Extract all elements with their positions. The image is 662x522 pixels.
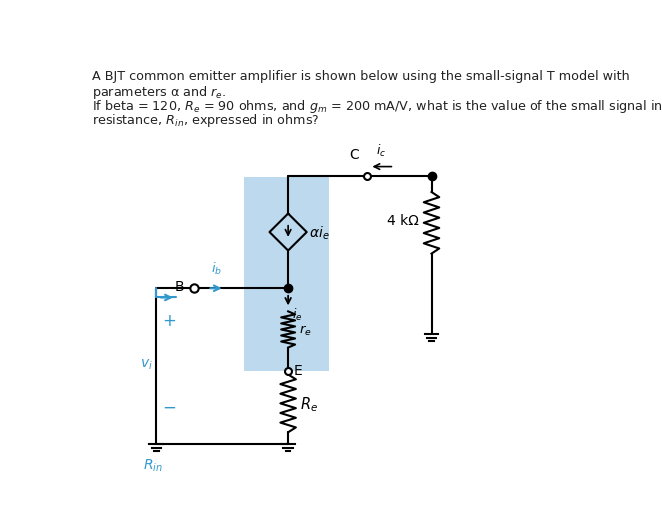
Text: E: E: [293, 364, 303, 378]
Text: $i_c$: $i_c$: [377, 143, 387, 159]
Text: +: +: [163, 312, 177, 329]
Bar: [244, 176, 329, 371]
Text: 4 kΩ: 4 kΩ: [387, 214, 418, 228]
Text: $r_e$: $r_e$: [299, 324, 312, 338]
Text: parameters α and $r_e$.: parameters α and $r_e$.: [92, 84, 226, 101]
Text: $\alpha i_e$: $\alpha i_e$: [309, 225, 330, 242]
Text: If beta = 120, $R_e$ = 90 ohms, and $g_m$ = 200 mA/V, what is the value of the s: If beta = 120, $R_e$ = 90 ohms, and $g_m…: [92, 98, 662, 115]
Text: −: −: [163, 399, 177, 417]
Text: B: B: [175, 280, 184, 294]
Text: $i_e$: $i_e$: [292, 307, 303, 323]
Text: $i_b$: $i_b$: [211, 262, 222, 278]
Text: $R_e$: $R_e$: [300, 396, 318, 414]
Text: resistance, $R_{in}$, expressed in ohms?: resistance, $R_{in}$, expressed in ohms?: [92, 112, 320, 129]
Text: A BJT common emitter amplifier is shown below using the small-signal T model wit: A BJT common emitter amplifier is shown …: [92, 70, 630, 84]
Text: C: C: [350, 148, 359, 162]
Text: $R_{in}$: $R_{in}$: [142, 458, 162, 474]
Text: $v_i$: $v_i$: [140, 358, 152, 373]
